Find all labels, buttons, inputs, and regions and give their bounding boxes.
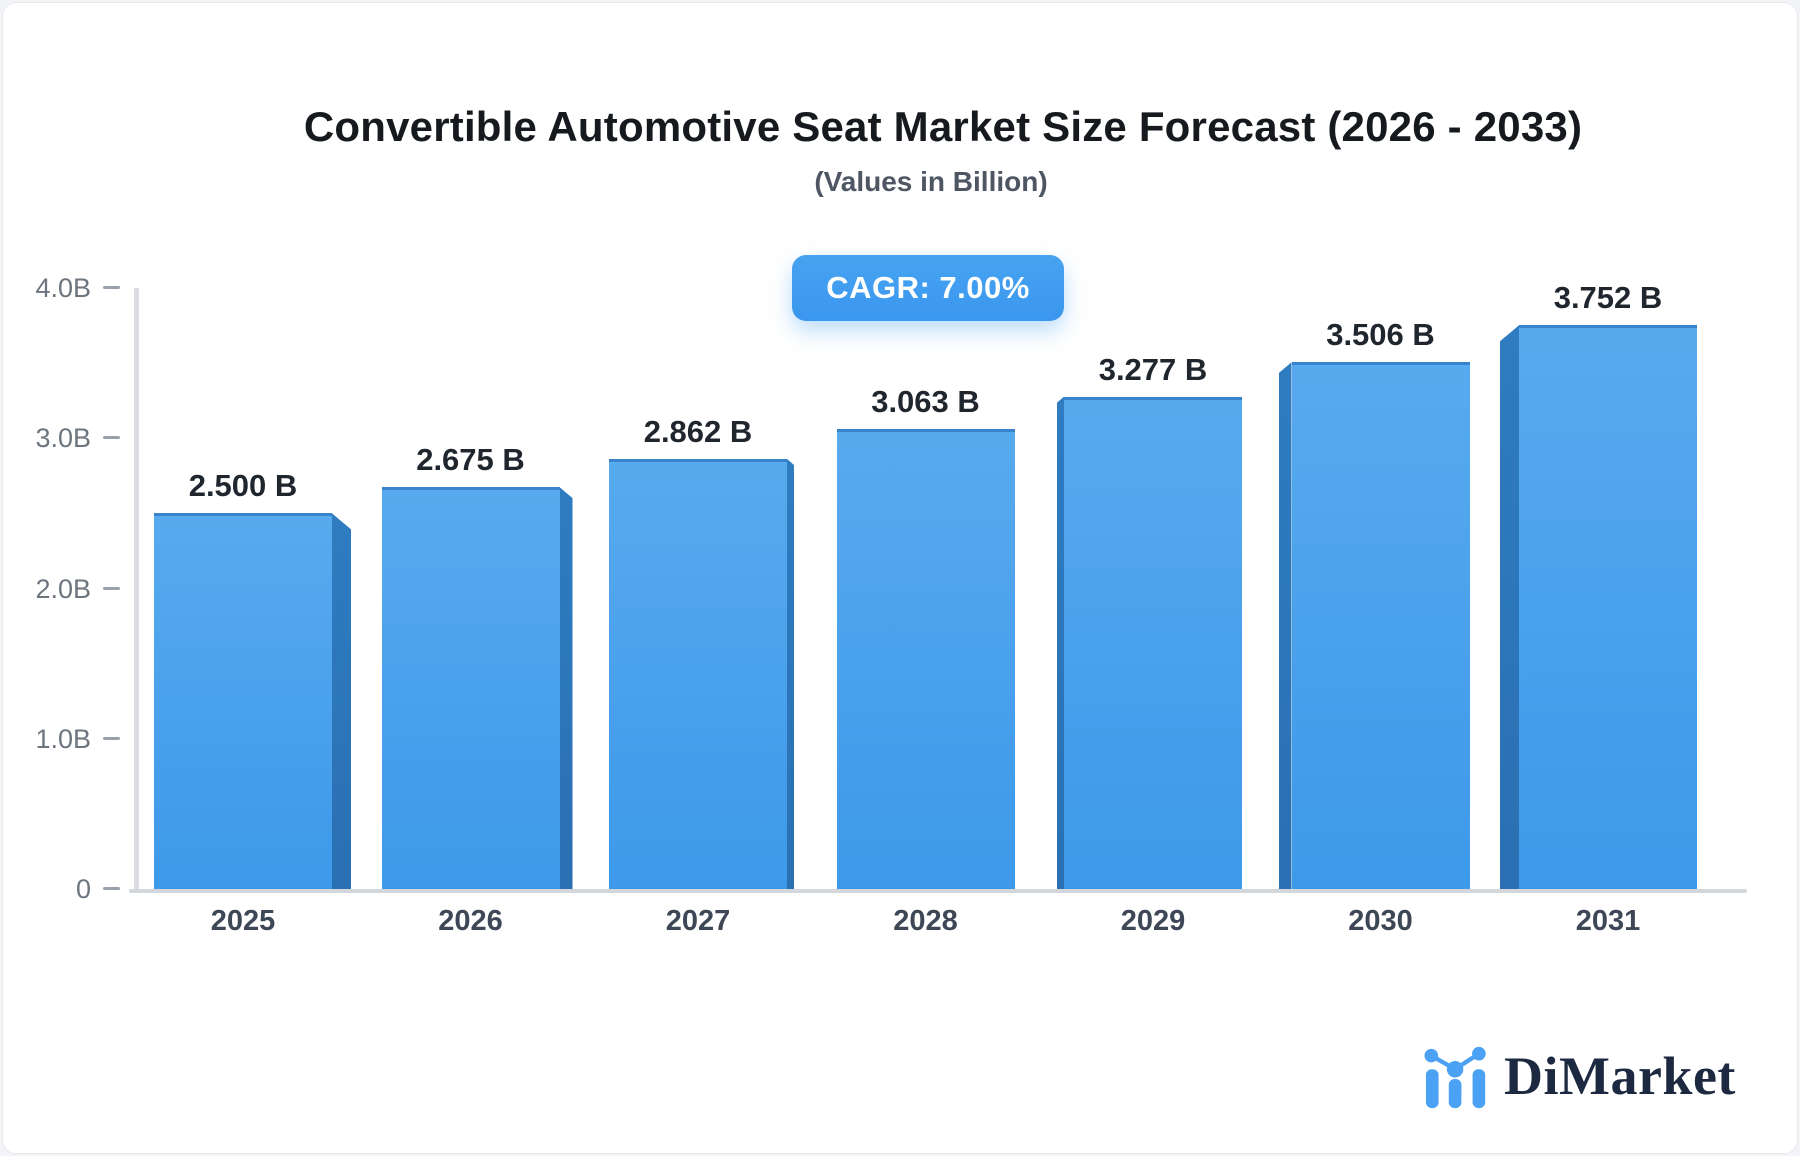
mini-bar-chart-icon	[1424, 1046, 1486, 1109]
bar-3d-side-face	[1500, 325, 1519, 889]
bar-3d-side-face	[1057, 396, 1064, 889]
bar-chart-plot-area: 0 1.0B 2.0B 3.0B 4.0B 2.500 B 2025 2.675 B 2026 2…	[3, 3, 1800, 1156]
bar-value-label: 2.500 B	[188, 468, 298, 504]
y-axis-tick-dash	[103, 887, 120, 890]
y-axis-tick-label: 1.0B	[35, 723, 91, 754]
y-axis-tick-dash	[103, 736, 120, 740]
y-axis-tick-label: 4.0B	[35, 273, 91, 303]
x-axis-label: 2031	[1575, 905, 1641, 937]
y-axis-tick-dash	[103, 436, 120, 440]
y-axis-tick-dash	[103, 286, 120, 289]
bar	[609, 458, 787, 889]
bar-value-label: 2.675 B	[416, 442, 525, 478]
x-axis-label: 2026	[438, 905, 503, 937]
x-axis-label: 2027	[665, 905, 731, 937]
bar-value-label: 3.752 B	[1553, 280, 1663, 316]
bar-value-label: 3.063 B	[871, 383, 980, 419]
chart-subtitle: (Values in Billion)	[814, 166, 1048, 197]
y-axis-tick-label: 2.0B	[35, 573, 91, 604]
bar	[1064, 396, 1242, 889]
logo-text: DiMarket	[1504, 1046, 1736, 1106]
bar-value-label: 3.506 B	[1326, 317, 1435, 353]
bar-3d-side-face	[787, 458, 794, 889]
x-axis-line	[129, 889, 1747, 893]
bar	[1519, 325, 1697, 889]
y-axis-tick-dash	[103, 586, 120, 590]
page-title: Convertible Automotive Seat Market Size …	[303, 103, 1583, 150]
bar-3d-side-face	[332, 513, 351, 889]
bar-3d-side-face	[559, 487, 573, 889]
y-axis-line	[134, 288, 139, 889]
x-axis-label: 2025	[210, 905, 276, 937]
y-axis-tick-label: 3.0B	[35, 423, 91, 454]
y-axis-tick-label: 0	[75, 874, 91, 904]
bar	[836, 428, 1015, 889]
dimarket-logo: DiMarket	[1424, 1045, 1736, 1109]
bar-value-label: 3.277 B	[1098, 351, 1208, 387]
cagr-badge: CAGR: 7.00%	[792, 255, 1064, 321]
x-axis-label: 2029	[1120, 905, 1186, 937]
bar-value-label: 2.862 B	[643, 413, 753, 449]
bar	[381, 487, 560, 889]
x-axis-label: 2028	[893, 905, 958, 937]
bar-3d-side-face	[1278, 362, 1292, 889]
x-axis-label: 2030	[1348, 905, 1413, 937]
cagr-badge-label: CAGR: 7.00%	[826, 270, 1030, 305]
bar	[154, 513, 332, 889]
bar	[1291, 362, 1470, 889]
